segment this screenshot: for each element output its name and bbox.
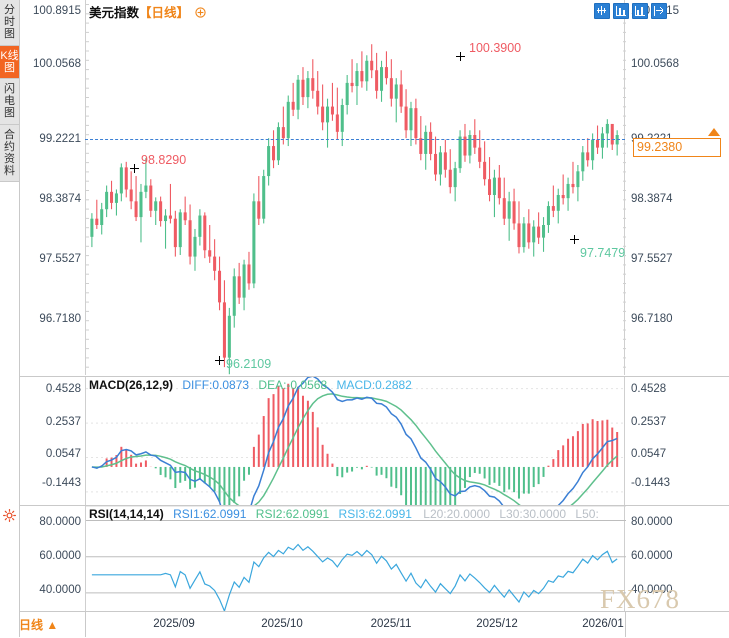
circle-plus-icon[interactable] [194,7,206,18]
rsi-y-label-right: 60.0000 [631,550,673,562]
macd-y-label-right: 0.4528 [631,383,667,395]
price-y-label-right: 97.5527 [631,253,673,265]
chart-title-period: 【日线】 [139,6,190,20]
price-y-label: 99.2221 [39,133,81,145]
price-y-label-right: 96.7180 [631,313,673,325]
macd-y-label: 0.4528 [45,383,81,395]
chart-toolbar [594,3,667,19]
annotation-97-7479: 97.7479 [580,246,626,260]
period-badge[interactable]: 日线 ▲ [19,618,59,632]
expand-icon[interactable] [651,3,667,19]
macd-macd-value: MACD:0.2882 [336,378,412,392]
price-y-label-right: 100.0568 [631,58,679,70]
settings-sun-icon[interactable] [3,509,16,522]
watermark: FX678 [600,584,681,614]
macd-header: MACD(26,12,9) DIFF:0.0873 DEA:-0.0568 MA… [89,378,412,392]
sidebar-tab-rail: 分时图 K线图 闪电图 合约资料 [0,0,20,637]
chart-frame: 美元指数【日线】 [19,0,729,637]
rsi-y-label-right: 80.0000 [631,516,673,528]
time-axis-label: 2026/01 [582,618,624,630]
rsi-l50-value: L50: [575,507,599,521]
macd-y-label-right: -0.1443 [631,477,671,489]
annotation-marker [130,164,139,173]
macd-y-label: 0.2537 [45,416,81,428]
sidebar-tab-lightning[interactable]: 闪电图 [0,79,19,125]
macd-y-label-right: 0.0547 [631,448,667,460]
macd-label: MACD(26,12,9) [89,378,174,392]
macd-chart [86,377,626,505]
chart-right-icon[interactable] [632,3,648,19]
sidebar-tab-kline-label: K线图 [0,49,19,74]
current-price-tag[interactable]: 99.2380 [633,138,721,157]
price-y-label: 98.3874 [39,193,81,205]
rsi3-value: RSI3:62.0991 [338,507,412,521]
pane-divider [19,376,729,377]
current-price-line [85,139,625,140]
price-pane: 美元指数【日线】 [19,0,729,375]
rsi-l30-value: L30:30.0000 [499,507,567,521]
macd-plot-area[interactable] [85,377,626,505]
time-axis-label: 2025/10 [261,618,303,630]
macd-y-label: -0.1443 [41,477,81,489]
price-y-label: 100.0568 [33,58,81,70]
chart-title: 美元指数【日线】 [89,2,206,21]
rsi-y-label: 80.0000 [39,516,81,528]
macd-dea-value: DEA:-0.0568 [258,378,328,392]
time-axis-label: 2025/11 [370,618,412,630]
crosshair-icon[interactable] [594,3,610,19]
rsi-l20-value: L20:20.0000 [423,507,490,521]
rsi-y-label-right: 40.0000 [631,584,673,596]
rsi-header: RSI(14,14,14) RSI1:62.0991 RSI2:62.0991 … [89,507,599,521]
rsi-y-label: 40.0000 [39,584,81,596]
annotation-marker [570,235,579,244]
annotation-98-8290: 98.8290 [141,153,187,167]
price-y-label: 96.7180 [39,313,81,325]
price-y-label: 97.5527 [39,253,81,265]
candlestick-chart [86,4,626,375]
price-y-label-right: 98.3874 [631,193,673,205]
chart-title-symbol: 美元指数 [89,6,140,20]
annotation-marker [456,52,465,61]
sidebar-tab-timeline[interactable]: 分时图 [0,0,19,46]
macd-y-label-right: 0.2537 [631,416,667,428]
rsi-chart [86,506,626,611]
macd-y-label: 0.0547 [45,448,81,460]
time-axis: 2025/09 2025/10 2025/11 2025/12 2026/01 [19,611,729,638]
rsi1-value: RSI1:62.0991 [173,507,247,521]
time-axis-label: 2025/09 [153,618,195,630]
macd-pane: MACD(26,12,9) DIFF:0.0873 DEA:-0.0568 MA… [19,377,729,505]
rsi-y-label: 60.0000 [39,550,81,562]
rsi2-value: RSI2:62.0991 [255,507,330,521]
price-plot-area[interactable] [85,0,626,375]
chart-left-icon[interactable] [613,3,629,19]
sidebar-tab-timeline-label: 分时图 [4,4,15,41]
rsi-label: RSI(14,14,14) [89,507,164,521]
sidebar-tab-contract-info-label: 合约资料 [4,128,15,178]
price-y-label: 100.8915 [33,5,81,17]
time-axis-separator [85,611,86,637]
sidebar-tab-lightning-label: 闪电图 [4,83,15,120]
time-axis-separator [625,611,626,637]
rsi-pane: RSI(14,14,14) RSI1:62.0991 RSI2:62.0991 … [19,506,729,611]
sidebar-tab-kline[interactable]: K线图 [0,45,19,80]
sidebar-tab-contract-info[interactable]: 合约资料 [0,124,19,183]
annotation-96-2109: 96.2109 [226,357,272,371]
time-axis-label: 2025/12 [476,618,518,630]
annotation-100-3900: 100.3900 [469,41,522,55]
annotation-marker [215,356,224,365]
rsi-plot-area[interactable] [85,506,626,611]
current-price-arrow-icon [708,128,720,136]
macd-diff-value: DIFF:0.0873 [182,378,250,392]
